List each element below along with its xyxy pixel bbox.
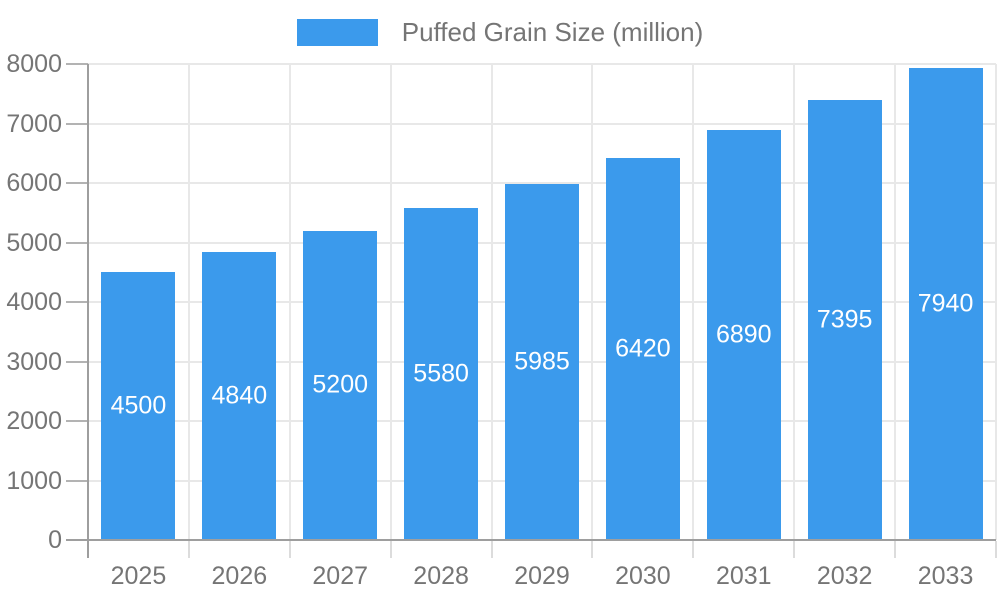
horizontal-gridline	[88, 122, 996, 125]
x-axis-tick	[894, 541, 897, 558]
x-tick-label: 2029	[514, 562, 570, 590]
bar-value-label: 4840	[211, 381, 268, 410]
x-axis-tick	[591, 541, 594, 558]
y-axis-tick	[66, 301, 88, 303]
y-tick-label: 3000	[6, 347, 62, 376]
bar[interactable]	[505, 183, 579, 540]
x-tick-label: 2031	[715, 562, 772, 590]
legend[interactable]: Puffed Grain Size (million)	[0, 17, 1000, 48]
horizontal-gridline	[88, 63, 996, 65]
y-axis-tick	[66, 360, 88, 363]
bar[interactable]	[807, 99, 882, 540]
y-tick-label: 2000	[6, 407, 62, 435]
legend-swatch	[296, 19, 378, 46]
y-axis-line	[87, 64, 89, 558]
bar-value-label: 7395	[816, 305, 873, 334]
bar[interactable]	[202, 252, 277, 540]
bar-value-label: 5200	[312, 370, 369, 399]
bar-value-label: 6890	[715, 320, 772, 349]
bar[interactable]	[303, 230, 378, 540]
x-tick-label: 2028	[413, 562, 469, 590]
bar-value-label: 5580	[413, 359, 469, 388]
x-axis-tick	[288, 541, 291, 558]
x-axis-tick	[692, 541, 695, 558]
y-tick-label: 0	[48, 526, 62, 554]
bar[interactable]	[404, 207, 479, 540]
y-axis-tick	[66, 479, 88, 482]
x-tick-label: 2026	[211, 562, 268, 590]
y-axis-tick	[66, 420, 88, 422]
x-tick-label: 2027	[312, 562, 369, 590]
y-tick-label: 5000	[6, 228, 62, 257]
x-tick-label: 2032	[816, 562, 873, 590]
y-tick-label: 7000	[6, 109, 62, 138]
x-axis-tick	[187, 541, 190, 558]
bar-value-label: 4500	[110, 391, 167, 420]
y-axis-tick	[66, 241, 88, 244]
legend-label: Puffed Grain Size (million)	[401, 17, 704, 47]
x-axis-tick	[490, 541, 493, 558]
bar-value-label: 6420	[615, 334, 671, 363]
y-axis-tick	[66, 182, 88, 184]
bar-value-label: 7940	[917, 289, 974, 318]
bar-value-label: 5985	[514, 347, 570, 376]
horizontal-gridline	[88, 182, 996, 184]
y-tick-label: 8000	[6, 50, 62, 78]
vertical-gridline	[995, 64, 997, 540]
y-axis-tick	[66, 63, 88, 65]
y-axis-tick	[66, 122, 88, 125]
bar[interactable]	[706, 130, 781, 540]
x-axis-line	[66, 539, 996, 541]
x-axis-tick	[793, 541, 796, 558]
x-axis-tick	[389, 541, 392, 558]
y-tick-label: 1000	[6, 466, 62, 495]
bar[interactable]	[908, 67, 983, 540]
y-tick-label: 4000	[6, 288, 62, 316]
x-tick-label: 2033	[917, 562, 974, 590]
bar[interactable]	[605, 158, 680, 540]
x-tick-label: 2030	[615, 562, 671, 590]
y-tick-label: 6000	[6, 169, 62, 197]
x-tick-label: 2025	[110, 562, 167, 590]
bar[interactable]	[101, 272, 176, 540]
x-axis-tick	[995, 541, 997, 558]
